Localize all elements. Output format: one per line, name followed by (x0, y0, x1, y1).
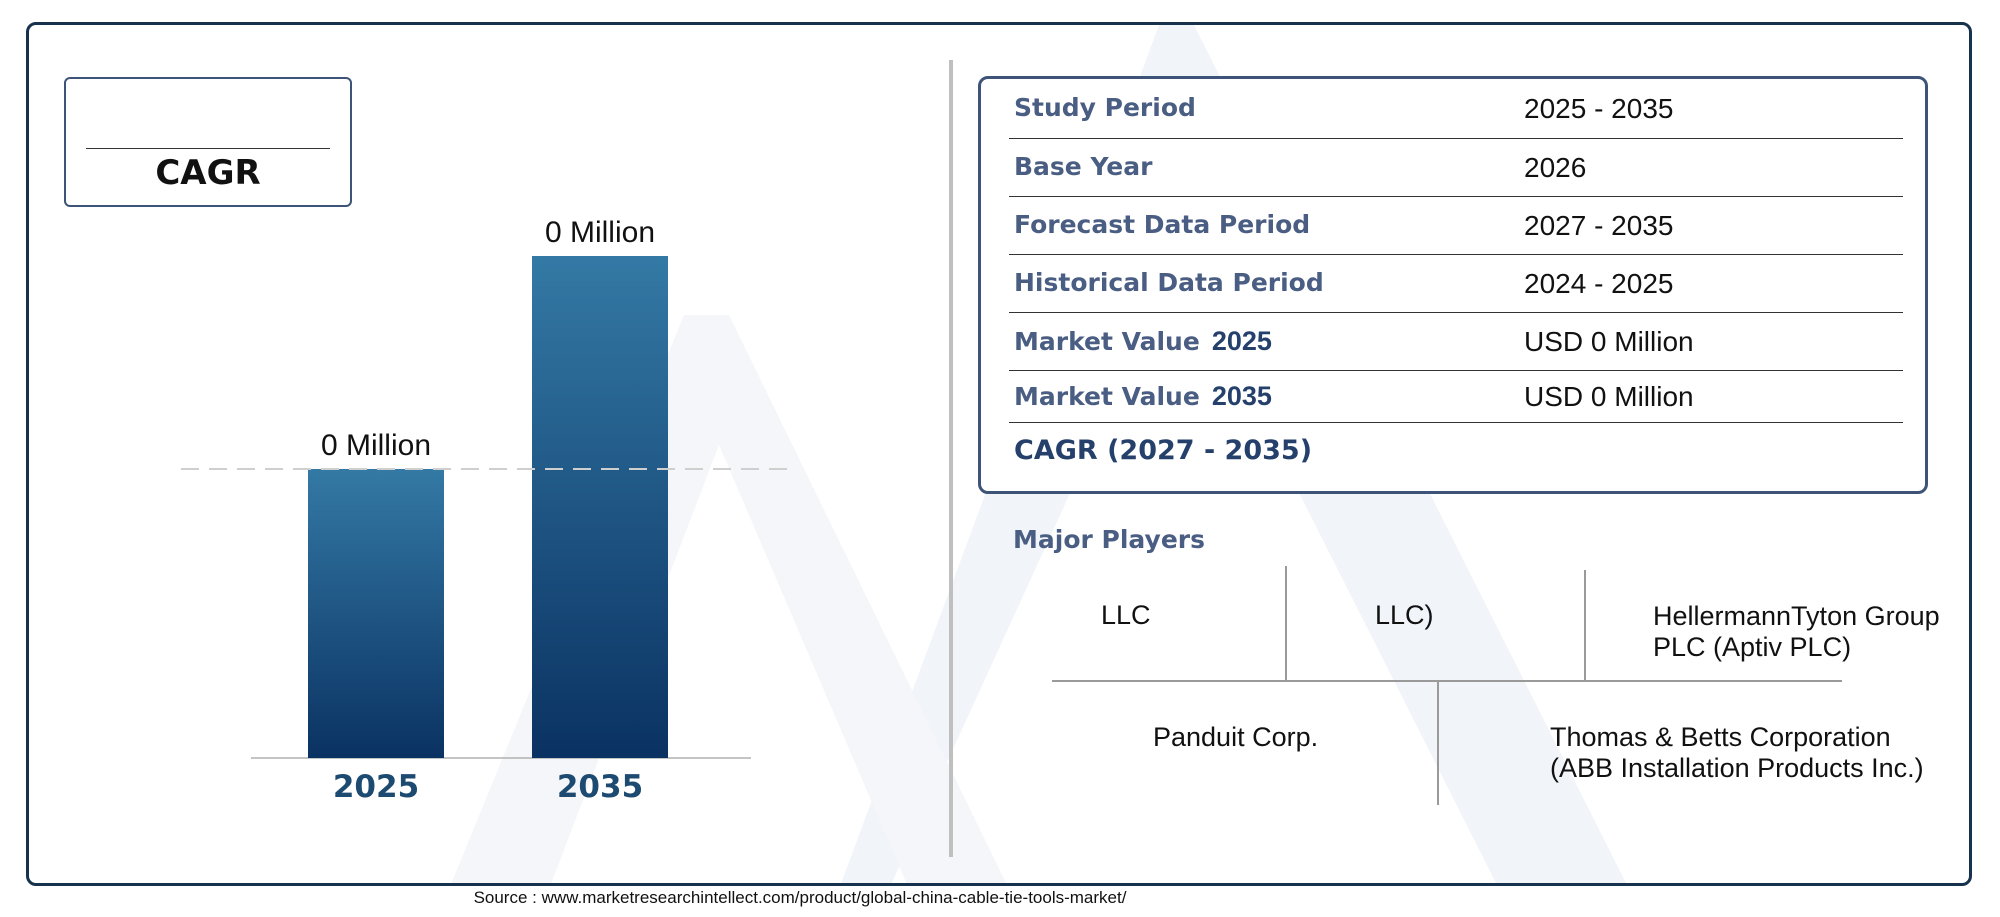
summary-row: Study Period 2025 - 2035 (1009, 79, 1903, 139)
player-item: HellermannTyton Group PLC (Aptiv PLC) (1653, 601, 1940, 662)
summary-row-label: Study Period (1014, 93, 1196, 122)
summary-row: Forecast Data Period 2027 - 2035 (1009, 197, 1903, 255)
players-divider (1285, 566, 1287, 680)
summary-cagr-label: CAGR (2027 - 2035) (1014, 435, 1313, 466)
source-citation: Source : www.marketresearchintellect.com… (473, 888, 1127, 907)
summary-row-year: 2035 (1211, 381, 1272, 411)
summary-row-value: 2027 - 2035 (1524, 210, 1674, 241)
summary-row-label: Market Value 2025 (1014, 326, 1272, 357)
summary-row-year: 2025 (1211, 326, 1272, 356)
summary-row: Historical Data Period 2024 - 2025 (1009, 255, 1903, 313)
bar-2025 (308, 469, 444, 758)
summary-row-label-text: Market Value (1014, 382, 1200, 411)
summary-row-label-text: Base Year (1014, 152, 1153, 181)
summary-row-label: Base Year (1014, 152, 1152, 181)
major-players-title: Major Players (1013, 525, 1205, 554)
summary-cagr-row: CAGR (2027 - 2035) (1009, 423, 1903, 487)
summary-row-value: USD 0 Million (1524, 326, 1694, 357)
cagr-card-label: CAGR (155, 153, 261, 193)
player-item: LLC) (1375, 600, 1434, 630)
summary-row-value: 2024 - 2025 (1524, 268, 1674, 299)
infographic-frame: CAGR 0 Million 2025 0 Million 2035 Study Pe… (26, 22, 1972, 886)
bar-data-label: 0 Million (545, 216, 655, 249)
cagr-card: CAGR (64, 77, 352, 207)
summary-row-label-text: Forecast Data Period (1014, 210, 1311, 239)
bar-chart: 0 Million 2025 0 Million 2035 (181, 216, 791, 805)
x-tick-label: 2035 (557, 769, 643, 805)
bar-2035 (532, 256, 668, 758)
summary-row-label: Historical Data Period (1014, 268, 1324, 297)
players-divider (1437, 680, 1439, 805)
player-item: LLC (1101, 600, 1151, 630)
summary-row-value: USD 0 Million (1524, 381, 1694, 412)
x-tick-label: 2025 (333, 769, 419, 805)
player-item: Panduit Corp. (1153, 722, 1319, 752)
player-item: Thomas & Betts Corporation (ABB Installa… (1550, 722, 1924, 783)
summary-row-label-text: Market Value (1014, 327, 1200, 356)
summary-row: Market Value 2025 USD 0 Million (1009, 313, 1903, 371)
bar-data-label: 0 Million (321, 429, 431, 462)
summary-row-label-text: Study Period (1014, 93, 1196, 122)
summary-row: Base Year 2026 (1009, 139, 1903, 197)
summary-row-value: 2026 (1524, 152, 1587, 183)
summary-table: Study Period 2025 - 2035 Base Year 2026 Fore… (978, 76, 1928, 494)
summary-row-label-text: Historical Data Period (1014, 268, 1324, 297)
players-divider (1052, 680, 1842, 682)
summary-row-label: Forecast Data Period (1014, 210, 1310, 239)
summary-row-label: Market Value 2035 (1014, 381, 1272, 412)
cagr-divider (86, 148, 330, 149)
summary-row: Market Value 2035 USD 0 Million (1009, 371, 1903, 423)
summary-row-value: 2025 - 2035 (1524, 93, 1674, 124)
vertical-divider (949, 60, 953, 857)
players-divider (1584, 570, 1586, 680)
